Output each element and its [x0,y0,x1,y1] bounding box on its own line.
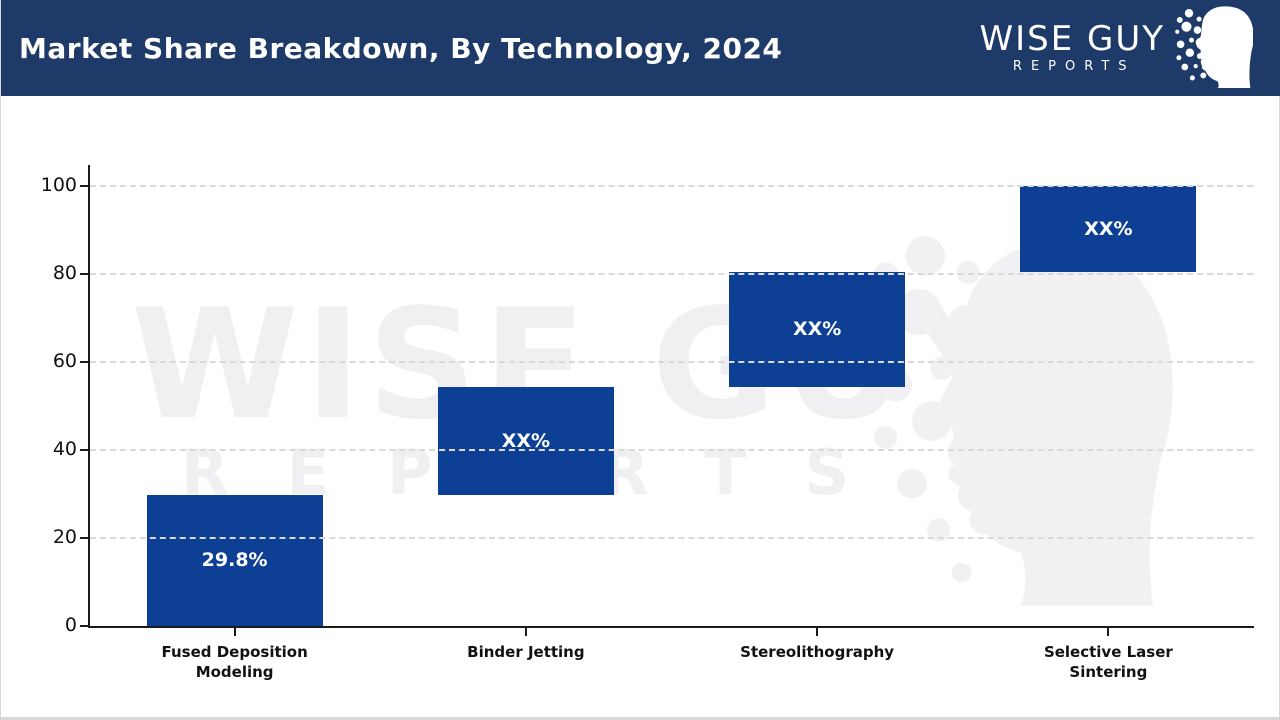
wiseguy-head-icon [1167,4,1254,92]
y-tick-0 [80,625,89,627]
bar-value-label-selective-laser-sintering: XX% [1084,218,1133,241]
x-tick-stereolithography [816,628,819,636]
y-tick-label-40: 40 [52,438,77,460]
gridline-100 [90,185,1253,187]
bar-value-label-stereolithography: XX% [792,318,842,341]
category-label-binder-jetting: Binder Jetting [467,643,585,661]
category-label-fused-deposition-modeling: Fused Deposition Modeling [161,643,308,681]
waterfall-chart: WISE GUY REPORTS 02040608010029.8%Fused … [1,96,1280,720]
wiseguy-logo-text: WISE GUY REPORTS [979,21,1165,75]
bar-selective-laser-sintering: XX% [1020,186,1197,273]
bar-value-label-binder-jetting: XX% [501,429,551,452]
gridline-80 [90,273,1253,275]
x-axis-line [88,626,1254,628]
y-tick-label-100: 100 [40,174,77,196]
bar-value-label-fused-deposition-modeling: 29.8% [201,549,268,572]
gridline-40 [90,449,1253,451]
category-label-stereolithography: Stereolithography [740,643,895,661]
x-tick-selective-laser-sintering [1107,628,1110,636]
bar-stereolithography: XX% [729,272,906,387]
gridline-60 [90,361,1253,363]
y-axis-line [88,165,90,628]
page-title: Market Share Breakdown, By Technology, 2… [19,31,783,65]
gridline-20 [90,537,1253,539]
y-tick-60 [80,361,89,363]
logo-brand-name: WISE GUY [979,19,1165,59]
y-tick-label-80: 80 [52,262,77,284]
y-tick-label-60: 60 [52,350,77,372]
y-tick-label-0: 0 [64,614,77,636]
bar-fused-deposition-modeling: 29.8% [146,494,323,626]
watermark-head-icon [856,226,1186,610]
y-tick-20 [80,537,89,539]
y-tick-label-20: 20 [52,526,77,548]
header-band: Market Share Breakdown, By Technology, 2… [1,0,1280,96]
category-label-selective-laser-sintering: Selective Laser Sintering [1043,643,1173,681]
x-tick-fused-deposition-modeling [233,628,236,636]
logo-brand-subtitle: REPORTS [1012,59,1136,74]
y-tick-100 [80,185,89,187]
bar-binder-jetting: XX% [437,386,614,495]
x-tick-binder-jetting [524,628,527,636]
y-tick-40 [80,449,89,451]
y-tick-80 [80,273,89,275]
wiseguy-logo: WISE GUY REPORTS [979,4,1254,92]
